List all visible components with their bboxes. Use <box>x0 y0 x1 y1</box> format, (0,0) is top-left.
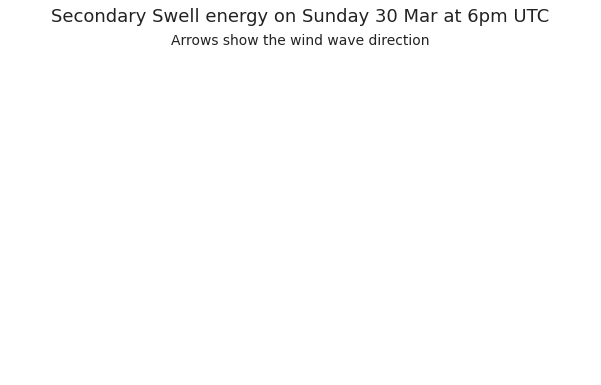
Text: cartopy required
No module named 'cartopy': cartopy required No module named 'cartop… <box>204 203 397 234</box>
Text: Secondary Swell energy on Sunday 30 Mar at 6pm UTC: Secondary Swell energy on Sunday 30 Mar … <box>51 8 550 26</box>
Text: Arrows show the wind wave direction: Arrows show the wind wave direction <box>171 33 430 47</box>
